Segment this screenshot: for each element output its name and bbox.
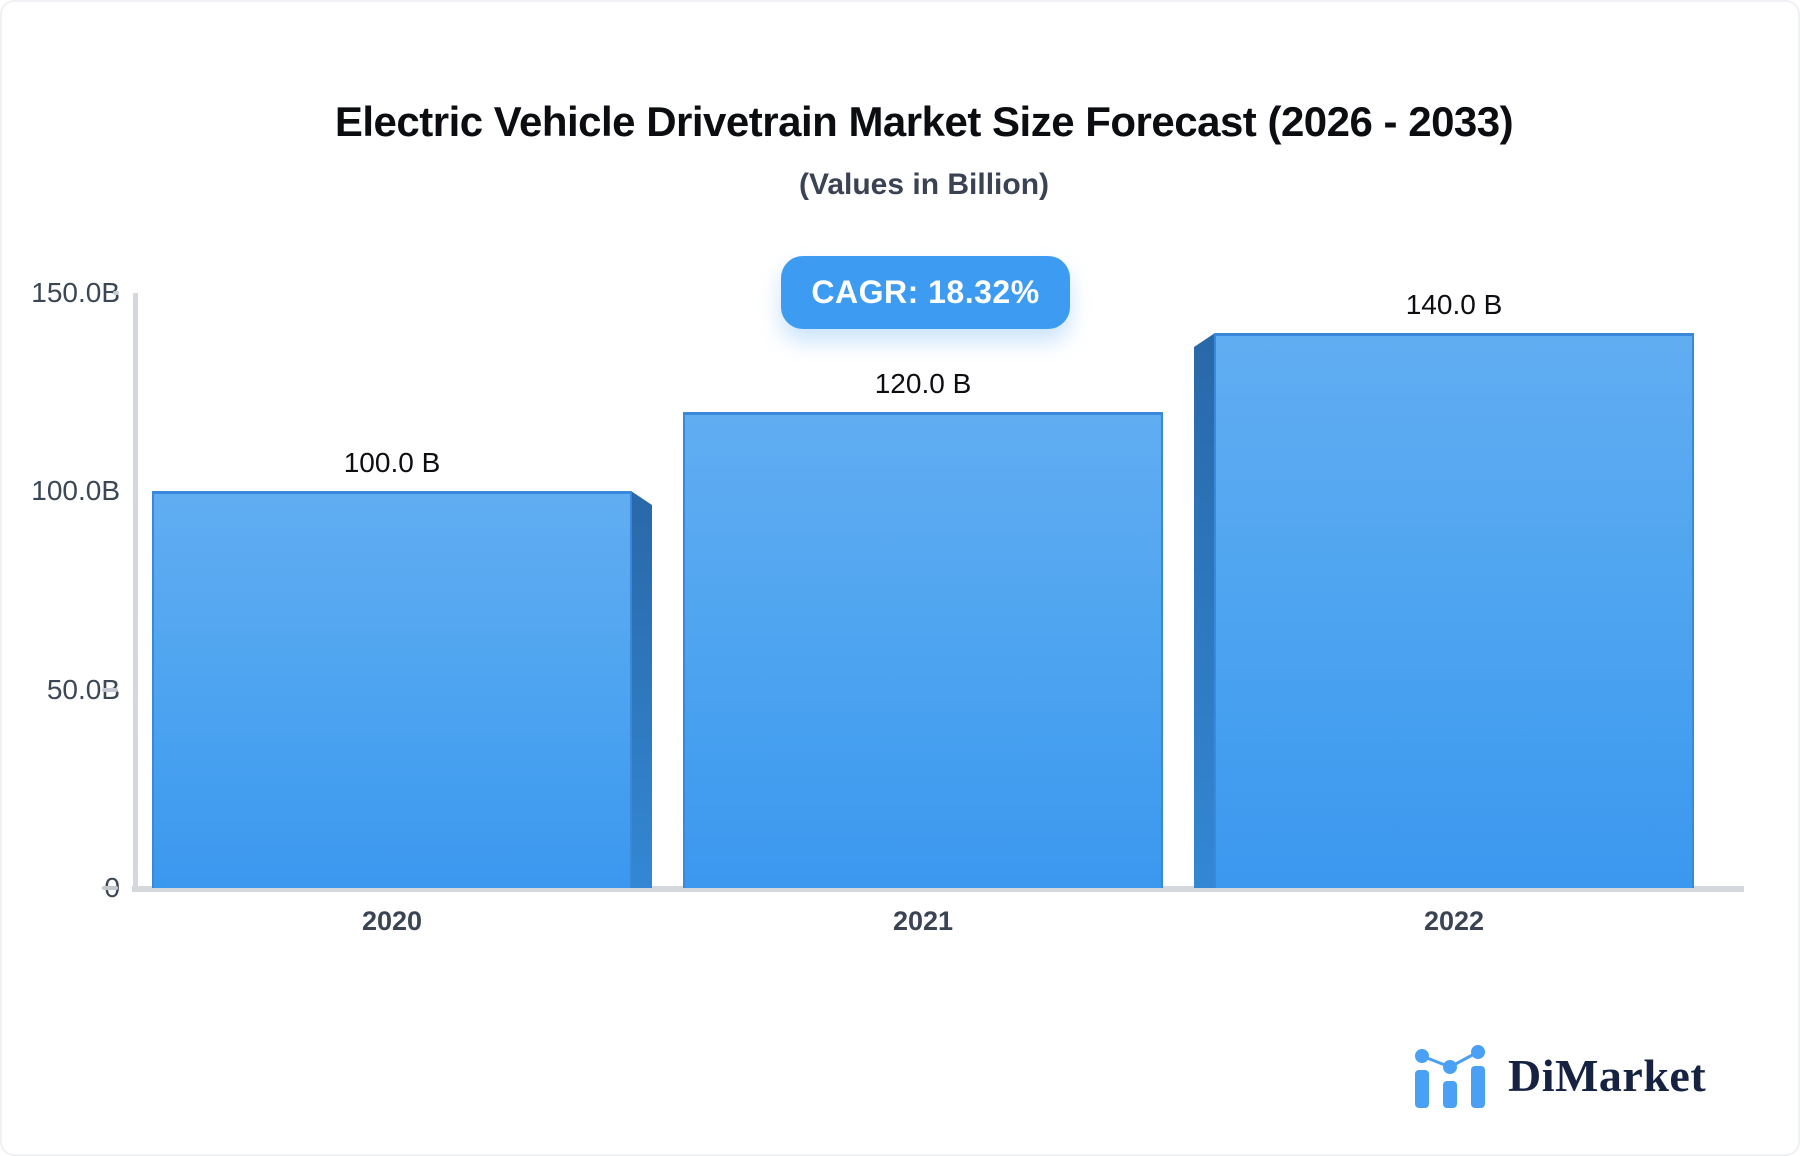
bar-value-label-2020: 100.0 B <box>343 447 441 478</box>
bar-2020[interactable] <box>152 491 632 888</box>
y-axis-line <box>133 293 138 890</box>
brand-logo-text: DiMarket <box>1508 1049 1707 1101</box>
bar-chart-logo-icon <box>1415 1045 1485 1108</box>
y-tick-label-100.0B: 100.0B <box>31 475 120 506</box>
y-tick-label-150.0B: 150.0B <box>31 277 120 308</box>
x-axis-baseline <box>132 886 1744 892</box>
bar-3d-side-2020 <box>631 491 652 888</box>
chart-subtitle: (Values in Billion) <box>798 168 1050 201</box>
y-tick-mark <box>102 688 118 692</box>
chart-title: Electric Vehicle Drivetrain Market Size … <box>334 98 1514 145</box>
brand-logo: DiMarket <box>1410 1042 1706 1108</box>
x-tick-label-2022: 2022 <box>1423 906 1485 936</box>
bar-3d-side-2022 <box>1194 333 1215 888</box>
bar-value-label-2022: 140.0 B <box>1405 289 1503 320</box>
x-tick-label-2020: 2020 <box>361 906 423 936</box>
y-tick-mark <box>113 291 119 295</box>
bar-2022[interactable] <box>1214 333 1694 888</box>
y-tick-mark <box>102 886 118 890</box>
bar-2021[interactable] <box>683 412 1163 888</box>
x-tick-label-2021: 2021 <box>892 906 954 936</box>
cagr-badge-label: CAGR: 18.32% <box>811 274 1040 310</box>
bar-value-label-2021: 120.0 B <box>874 368 972 399</box>
cagr-badge: CAGR: 18.32% <box>781 256 1070 329</box>
